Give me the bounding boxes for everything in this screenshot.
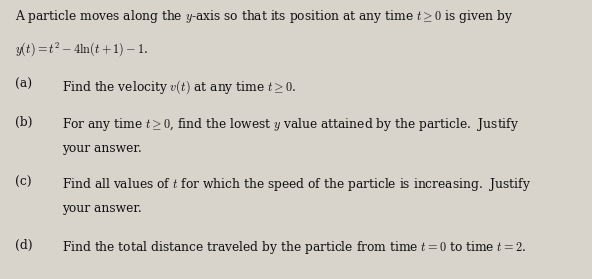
Text: $y(t)=t^2-4\ln(t+1)-1$.: $y(t)=t^2-4\ln(t+1)-1$. xyxy=(15,40,148,58)
Text: your answer.: your answer. xyxy=(62,202,142,215)
Text: your answer.: your answer. xyxy=(62,142,142,155)
Text: Find the velocity $v(t)$ at any time $t\geq 0$.: Find the velocity $v(t)$ at any time $t\… xyxy=(62,78,297,96)
Text: Find all values of $t$ for which the speed of the particle is increasing.  Justi: Find all values of $t$ for which the spe… xyxy=(62,176,532,193)
Text: Find the total distance traveled by the particle from time $t=0$ to time $t=2$.: Find the total distance traveled by the … xyxy=(62,239,526,256)
Text: (a): (a) xyxy=(15,78,32,91)
Text: (b): (b) xyxy=(15,116,33,129)
Text: A particle moves along the $y$-axis so that its position at any time $t\geq 0$ i: A particle moves along the $y$-axis so t… xyxy=(15,8,513,25)
Text: For any time $t\geq 0$, find the lowest $y$ value attained by the particle.  Jus: For any time $t\geq 0$, find the lowest … xyxy=(62,116,519,133)
Text: (c): (c) xyxy=(15,176,31,189)
Text: (d): (d) xyxy=(15,239,33,252)
